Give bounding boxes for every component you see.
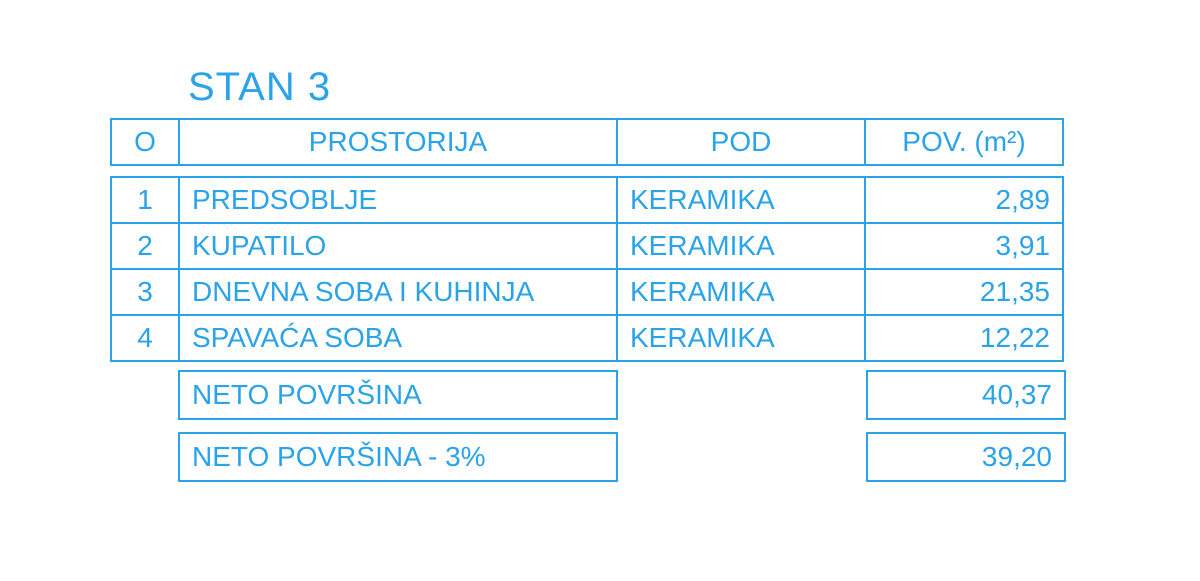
cell-number: 3 <box>110 268 180 316</box>
summary-row: NETO POVRŠINA 40,37 <box>110 370 1080 420</box>
summary-value: 40,37 <box>866 370 1066 420</box>
cell-floor: KERAMIKA <box>616 176 866 224</box>
summary-value: 39,20 <box>866 432 1066 482</box>
table-row: 2 KUPATILO KERAMIKA 3,91 <box>110 222 1080 270</box>
cell-room: DNEVNA SOBA I KUHINJA <box>178 268 618 316</box>
header-area: POV. (m²) <box>864 118 1064 166</box>
cell-floor: KERAMIKA <box>616 314 866 362</box>
summary-label: NETO POVRŠINA - 3% <box>178 432 618 482</box>
header-room: PROSTORIJA <box>178 118 618 166</box>
header-number: O <box>110 118 180 166</box>
table-row: 3 DNEVNA SOBA I KUHINJA KERAMIKA 21,35 <box>110 268 1080 316</box>
apartment-spec-table: STAN 3 O PROSTORIJA POD POV. (m²) 1 PRED… <box>110 65 1080 494</box>
table-row: 4 SPAVAĆA SOBA KERAMIKA 12,22 <box>110 314 1080 362</box>
summary-row: NETO POVRŠINA - 3% 39,20 <box>110 432 1080 482</box>
cell-floor: KERAMIKA <box>616 222 866 270</box>
cell-number: 4 <box>110 314 180 362</box>
table-row: 1 PREDSOBLJE KERAMIKA 2,89 <box>110 176 1080 224</box>
cell-area: 12,22 <box>864 314 1064 362</box>
cell-number: 2 <box>110 222 180 270</box>
cell-number: 1 <box>110 176 180 224</box>
summary-gap <box>618 432 866 482</box>
table-body: 1 PREDSOBLJE KERAMIKA 2,89 2 KUPATILO KE… <box>110 176 1080 362</box>
cell-room: KUPATILO <box>178 222 618 270</box>
summary-gap <box>618 370 866 420</box>
summary-label: NETO POVRŠINA <box>178 370 618 420</box>
cell-area: 21,35 <box>864 268 1064 316</box>
cell-area: 3,91 <box>864 222 1064 270</box>
table-header-row: O PROSTORIJA POD POV. (m²) <box>110 118 1080 166</box>
cell-room: SPAVAĆA SOBA <box>178 314 618 362</box>
table-title: STAN 3 <box>110 65 1080 110</box>
cell-floor: KERAMIKA <box>616 268 866 316</box>
cell-room: PREDSOBLJE <box>178 176 618 224</box>
cell-area: 2,89 <box>864 176 1064 224</box>
header-floor: POD <box>616 118 866 166</box>
summary-section: NETO POVRŠINA 40,37 NETO POVRŠINA - 3% 3… <box>110 370 1080 482</box>
